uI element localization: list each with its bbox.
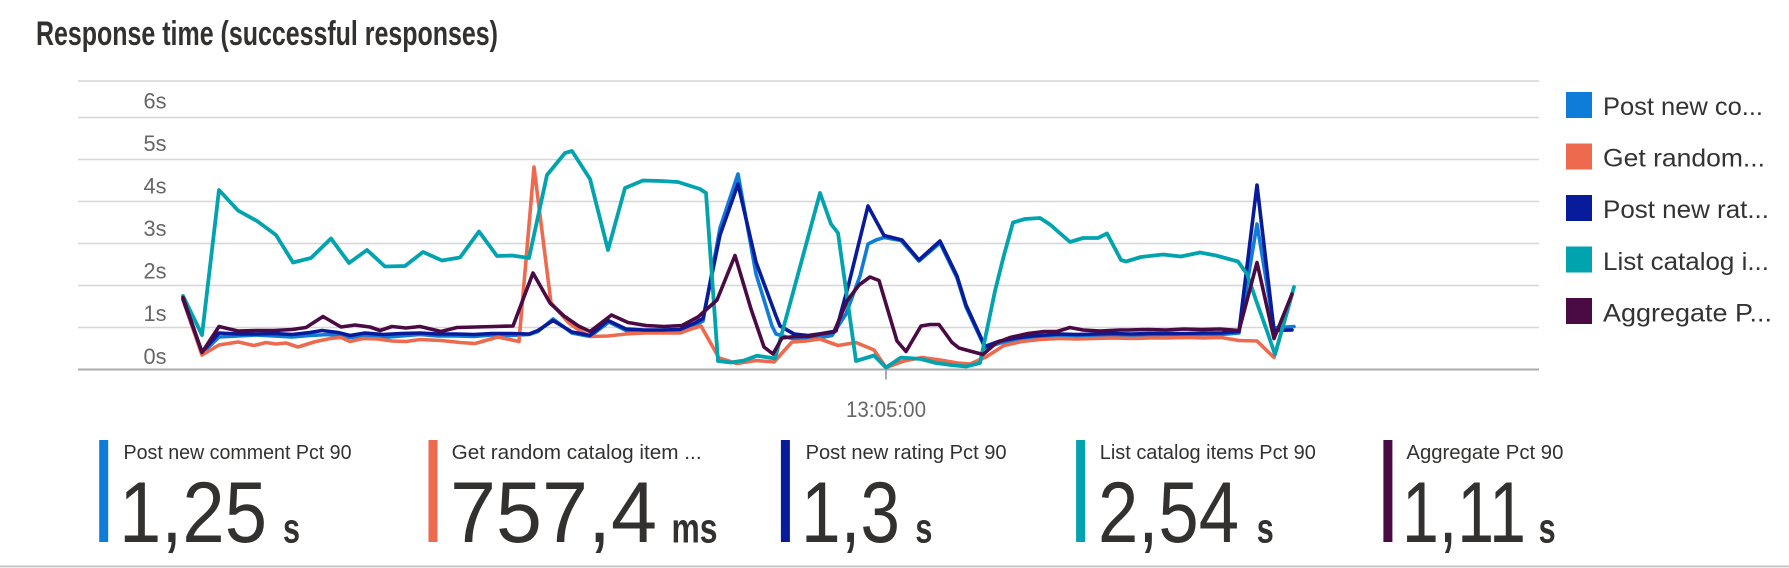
svg-text:1,11: 1,11 (1402, 465, 1526, 561)
svg-text:Post new rat...: Post new rat... (1603, 196, 1769, 224)
svg-text:1,25: 1,25 (119, 465, 267, 561)
svg-text:6s: 6s (144, 89, 167, 114)
svg-text:1,3: 1,3 (801, 465, 900, 561)
svg-text:Post new rating Pct 90: Post new rating Pct 90 (806, 442, 1007, 464)
svg-text:2s: 2s (144, 259, 167, 284)
svg-text:Get random...: Get random... (1603, 145, 1765, 173)
svg-text:2,54: 2,54 (1098, 465, 1239, 561)
svg-text:13:05:00: 13:05:00 (846, 397, 926, 422)
svg-text:Post new comment Pct 90: Post new comment Pct 90 (124, 442, 352, 464)
svg-text:Response time (successful resp: Response time (successful responses) (36, 15, 498, 53)
svg-text:Aggregate P...: Aggregate P... (1603, 300, 1772, 328)
svg-text:0s: 0s (144, 344, 167, 369)
svg-text:List catalog items Pct 90: List catalog items Pct 90 (1100, 442, 1316, 464)
svg-text:ms: ms (672, 505, 718, 552)
svg-text:3s: 3s (144, 216, 167, 241)
svg-text:s: s (1539, 505, 1556, 552)
svg-text:1s: 1s (144, 301, 167, 326)
svg-text:s: s (1257, 505, 1274, 552)
svg-text:s: s (915, 505, 932, 552)
svg-text:5s: 5s (144, 131, 167, 156)
svg-text:757,4: 757,4 (450, 465, 657, 561)
svg-text:4s: 4s (144, 174, 167, 199)
svg-text:List catalog i...: List catalog i... (1603, 248, 1769, 276)
svg-text:Aggregate Pct 90: Aggregate Pct 90 (1406, 442, 1563, 464)
svg-text:Get random catalog item ...: Get random catalog item ... (452, 442, 702, 464)
svg-text:Post new co...: Post new co... (1603, 93, 1763, 121)
svg-text:s: s (283, 505, 300, 552)
